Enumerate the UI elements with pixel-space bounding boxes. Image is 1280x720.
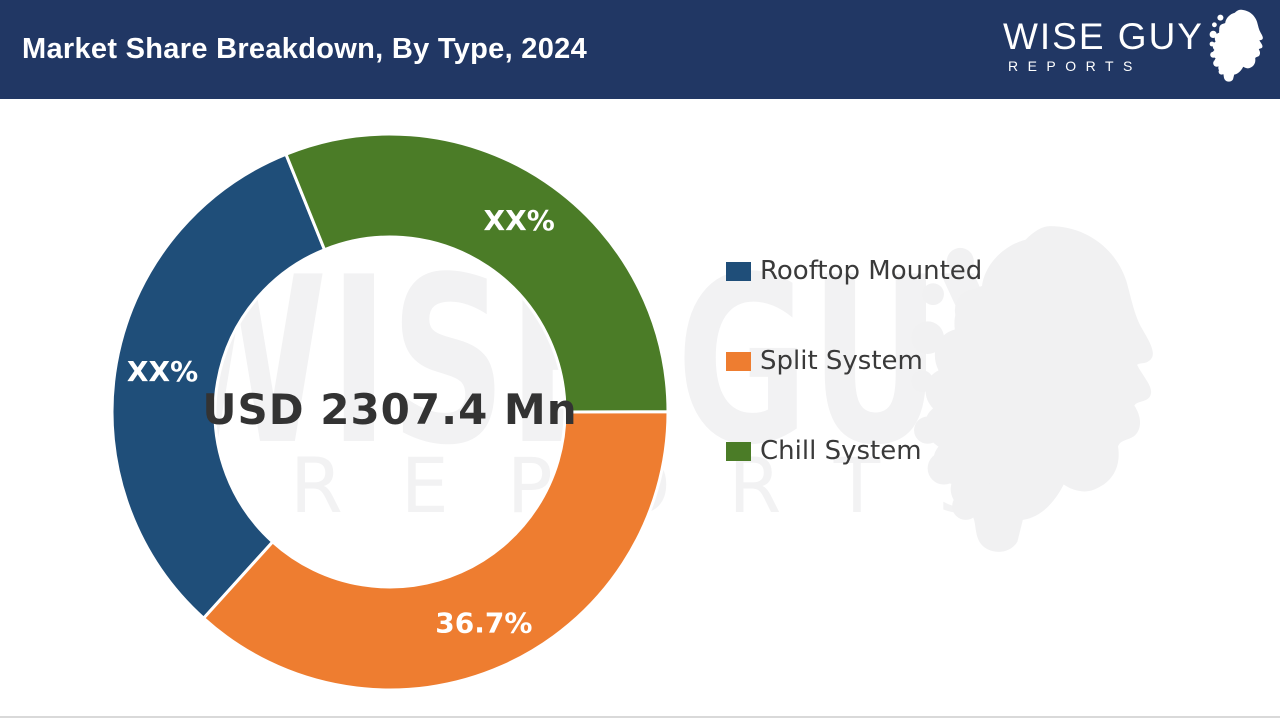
slice-label: 36.7%: [435, 607, 532, 640]
watermark-face-icon: [911, 226, 1153, 552]
donut-center-value: USD 2307.4 Mn: [202, 385, 578, 434]
donut-chart: XX% XX% 36.7%: [110, 132, 670, 692]
donut-slice-chill-system: [284, 132, 670, 414]
legend-label: Rooftop Mounted: [760, 256, 983, 286]
legend-swatch-rooftop-mounted: [726, 261, 751, 281]
legend-item-rooftop-mounted: Rooftop Mounted: [726, 256, 982, 286]
donut-slice-split-system: [202, 410, 670, 692]
bottom-divider: [0, 716, 1280, 718]
legend-label: Chill System: [760, 436, 922, 466]
legend-item-split-system: Split System: [726, 346, 923, 376]
slice-label: XX%: [127, 355, 198, 388]
donut-slice-rooftop-mounted: [110, 152, 326, 620]
slice-label: XX%: [484, 204, 555, 237]
legend-item-chill-system: Chill System: [726, 436, 922, 466]
logo-wordmark: WISE GUY REPORTS: [1002, 15, 1204, 75]
logo-face-icon: [1209, 9, 1263, 82]
logo-subtitle: REPORTS: [1007, 58, 1142, 75]
legend-swatch-split-system: [726, 351, 751, 371]
legend-label: Split System: [760, 346, 923, 376]
logo-title: WISE GUY: [1002, 15, 1204, 57]
page-title: Market Share Breakdown, By Type, 2024: [22, 33, 588, 65]
legend-swatch-chill-system: [726, 441, 751, 461]
header-bar: Market Share Breakdown, By Type, 2024 WI…: [0, 0, 1280, 99]
brand-logo: WISE GUY REPORTS: [1003, 8, 1266, 83]
